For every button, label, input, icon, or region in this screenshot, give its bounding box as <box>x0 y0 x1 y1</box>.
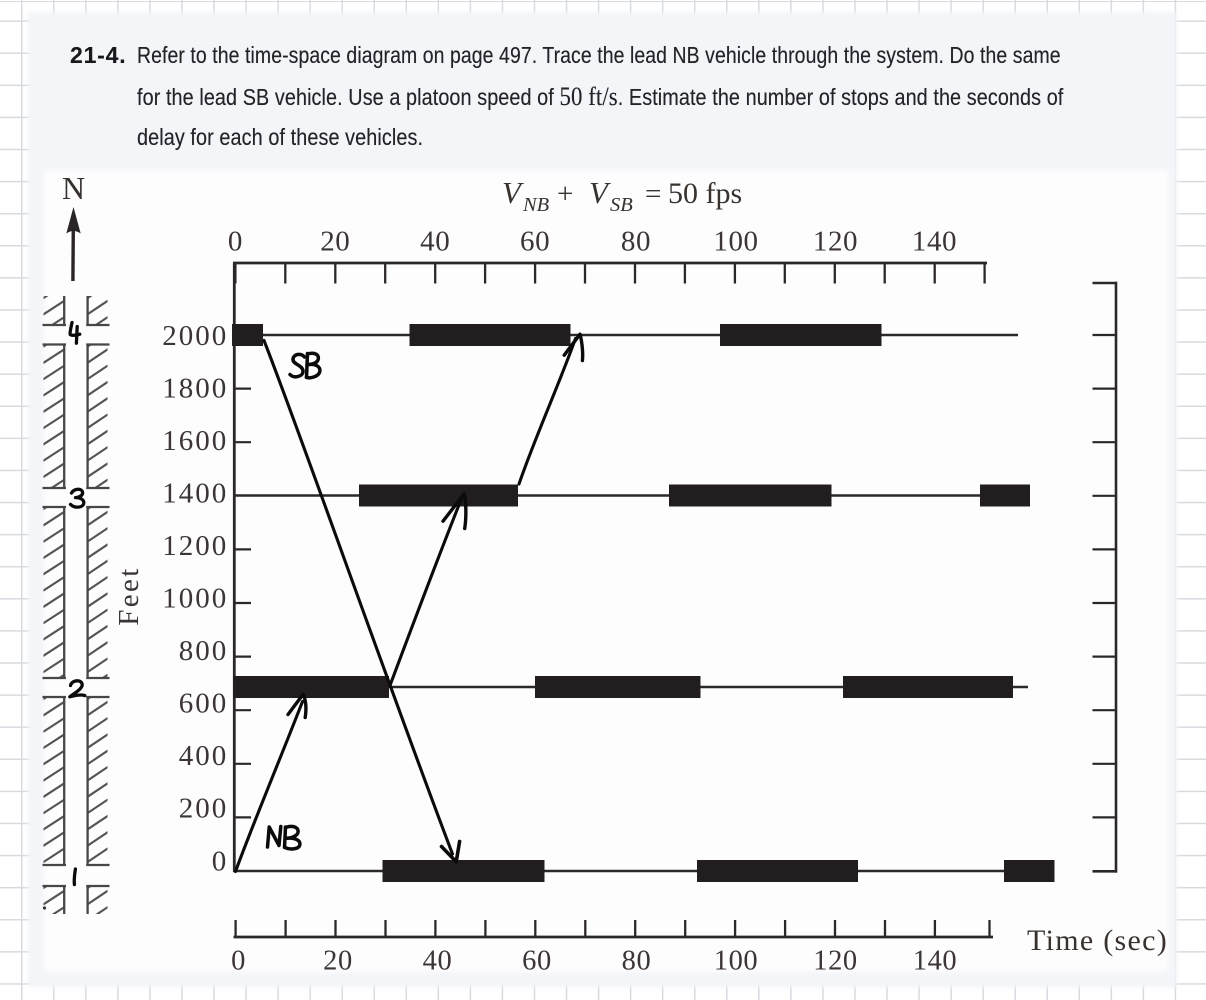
svg-text:800: 800 <box>179 635 229 667</box>
svg-text:1000: 1000 <box>162 583 228 615</box>
svg-text:400: 400 <box>179 740 229 772</box>
svg-text:40: 40 <box>420 226 450 258</box>
svg-text:100: 100 <box>714 946 759 977</box>
svg-text:Time (sec): Time (sec) <box>1027 924 1168 957</box>
svg-text:50 fps: 50 fps <box>668 177 742 210</box>
svg-text:=: = <box>645 178 661 210</box>
svg-text:140: 140 <box>913 946 958 977</box>
svg-text:100: 100 <box>713 226 758 258</box>
svg-text:120: 120 <box>813 946 858 977</box>
svg-text:NB: NB <box>522 194 550 216</box>
svg-text:Feet: Feet <box>113 566 145 626</box>
svg-text:1800: 1800 <box>162 372 228 404</box>
svg-text:N: N <box>62 170 85 206</box>
svg-text:20: 20 <box>320 226 350 258</box>
svg-text:V: V <box>502 175 524 210</box>
svg-text:1400: 1400 <box>162 477 228 509</box>
svg-text:60: 60 <box>522 946 552 977</box>
svg-text:80: 80 <box>621 226 651 258</box>
svg-text:600: 600 <box>179 688 229 720</box>
svg-text:120: 120 <box>813 226 858 258</box>
svg-text:SB: SB <box>610 194 633 216</box>
svg-text:200: 200 <box>179 793 229 825</box>
svg-text:20: 20 <box>323 946 353 977</box>
svg-text:2000: 2000 <box>162 320 228 352</box>
svg-text:60: 60 <box>520 226 550 258</box>
svg-text:140: 140 <box>912 226 957 258</box>
svg-text:0: 0 <box>212 845 229 877</box>
svg-text:0: 0 <box>228 226 243 258</box>
svg-text:+: + <box>557 178 573 210</box>
svg-text:0: 0 <box>231 946 246 977</box>
svg-text:1200: 1200 <box>162 530 228 562</box>
svg-text:40: 40 <box>423 946 453 977</box>
svg-text:V: V <box>589 175 611 210</box>
svg-text:80: 80 <box>622 946 652 977</box>
svg-text:1600: 1600 <box>162 425 228 457</box>
